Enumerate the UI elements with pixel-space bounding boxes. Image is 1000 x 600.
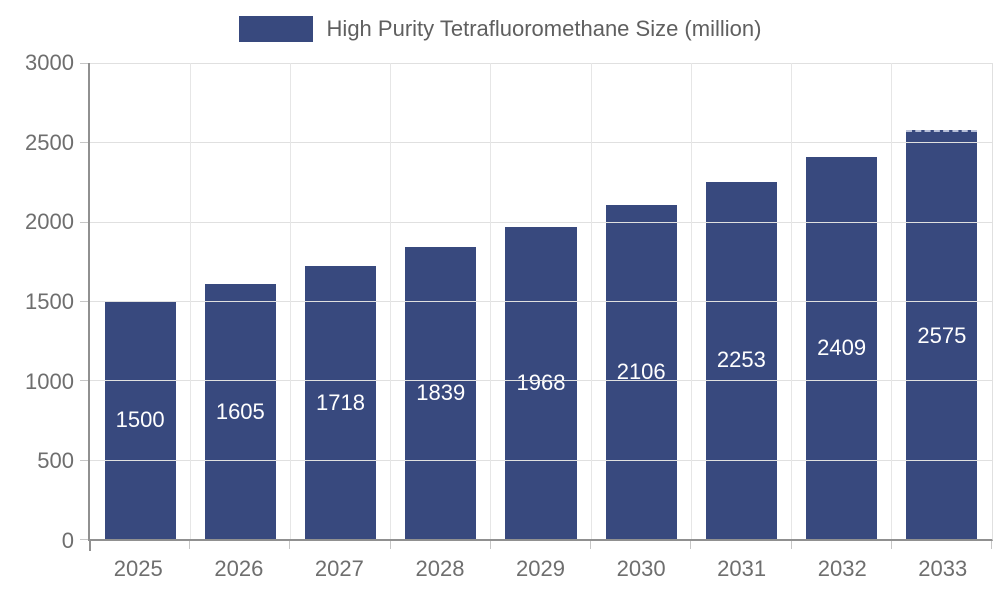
x-axis-labels: 2025 2026 2027 2028 2029 2030 2031 2032 2033 [88, 556, 993, 582]
x-tick-label: 2032 [817, 556, 867, 581]
x-tick-label: 2026 [214, 556, 264, 581]
y-axis-tick [80, 301, 88, 302]
bar-category-2033: 2575 [892, 63, 992, 539]
y-tick-label: 1000 [25, 368, 74, 394]
y-axis-labels: 0 500 1000 1500 2000 2500 3000 [0, 50, 74, 553]
x-axis-tick [189, 541, 191, 549]
y-tick-label: 1500 [25, 289, 74, 314]
x-tick-label: 2033 [918, 556, 968, 581]
x-axis-tick [389, 541, 391, 549]
y-tick-label: 0 [61, 528, 74, 553]
bar-value-label: 1968 [516, 369, 566, 395]
y-axis-tick [80, 539, 88, 540]
x-axis-tick [991, 541, 992, 549]
gridline-vertical [791, 63, 793, 539]
y-axis-tick [80, 459, 88, 461]
bar-2031[interactable]: 2253 [705, 181, 777, 539]
gridline-vertical [690, 63, 692, 539]
bar-value-label: 2409 [817, 334, 867, 360]
bar-value-label: 2253 [716, 347, 766, 373]
bar-value-label: 1718 [316, 389, 366, 415]
x-axis-tick [489, 541, 491, 549]
bar-category-2027: 1718 [290, 63, 390, 539]
bar-category-2028: 1839 [391, 63, 491, 539]
x-tick-label: 2027 [314, 556, 364, 581]
gridline-horizontal [90, 221, 992, 223]
bar-2030[interactable]: 2106 [605, 204, 677, 539]
gridline-vertical [490, 63, 492, 539]
x-axis-tick [89, 541, 91, 551]
y-tick-label: 2000 [25, 209, 74, 235]
gridline-horizontal [90, 380, 992, 382]
bar-series: 1500 1605 1718 1839 1968 2106 2253 2409 2575 [90, 63, 992, 539]
bar-value-label: 2575 [917, 322, 967, 348]
x-axis-tick [890, 541, 892, 549]
bar-2026[interactable]: 1605 [204, 284, 276, 539]
x-axis-tick [690, 541, 692, 549]
gridline-horizontal [90, 459, 992, 461]
bar-category-2025: 1500 [90, 63, 190, 539]
bar-category-2030: 2106 [591, 63, 691, 539]
x-tick-label: 2028 [415, 556, 465, 581]
legend[interactable]: High Purity Tetrafluoromethane Size (mil… [0, 16, 1000, 42]
y-axis-tick [80, 221, 88, 223]
bar-2028[interactable]: 1839 [405, 247, 477, 539]
gridline-horizontal [90, 301, 992, 302]
x-axis-tick [289, 541, 291, 549]
bar-value-label: 1500 [115, 407, 165, 432]
y-tick-label: 3000 [25, 50, 74, 75]
y-tick-label: 2500 [25, 129, 74, 155]
gridline-horizontal [90, 63, 992, 64]
y-axis-tick [80, 380, 88, 382]
bar-value-label: 2106 [616, 358, 666, 384]
y-axis-tick [80, 142, 88, 144]
gridline-vertical [189, 63, 191, 539]
bar-2029[interactable]: 1968 [505, 226, 577, 539]
bar-2027[interactable]: 1718 [304, 266, 377, 539]
bar-category-2026: 1605 [190, 63, 290, 539]
x-tick-label: 2030 [616, 556, 666, 581]
legend-swatch [238, 16, 313, 42]
bar-2032[interactable]: 2409 [806, 156, 878, 539]
bar-2025[interactable]: 1500 [104, 301, 176, 539]
x-tick-label: 2031 [717, 556, 767, 581]
bar-category-2032: 2409 [792, 63, 892, 539]
bar-value-label: 1605 [215, 398, 265, 424]
gridline-vertical [390, 63, 392, 539]
gridline-vertical [590, 63, 592, 539]
bar-category-2031: 2253 [691, 63, 791, 539]
bar-category-2029: 1968 [491, 63, 591, 539]
gridline-vertical [891, 63, 893, 539]
x-axis-tick [790, 541, 792, 549]
bar-value-label: 1839 [416, 380, 466, 406]
legend-label: High Purity Tetrafluoromethane Size (mil… [326, 16, 762, 41]
plot-area: 1500 1605 1718 1839 1968 2106 2253 2409 2575 [80, 63, 993, 551]
x-tick-label: 2025 [113, 556, 163, 581]
x-axis-tick [590, 541, 592, 549]
gridline-horizontal [90, 142, 992, 144]
bar-2033[interactable]: 2575 [906, 130, 978, 539]
gridline-vertical [289, 63, 291, 539]
y-axis-tick [80, 63, 88, 64]
x-tick-label: 2029 [516, 556, 565, 581]
y-tick-label: 500 [37, 448, 74, 474]
